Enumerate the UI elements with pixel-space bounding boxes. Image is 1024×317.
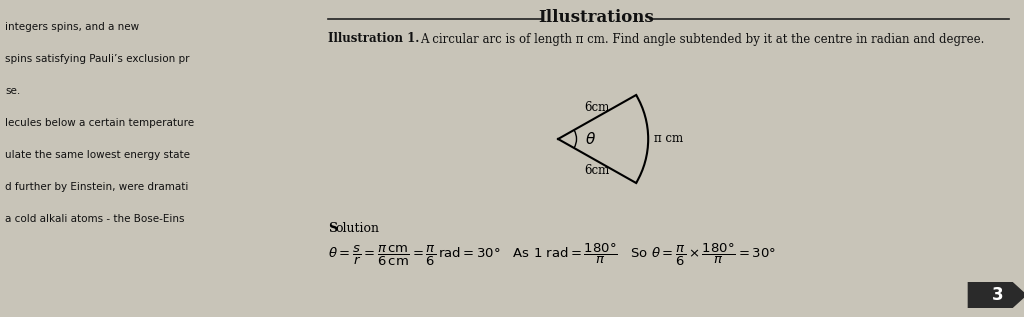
Text: 6cm: 6cm bbox=[584, 165, 609, 178]
Text: $\theta$: $\theta$ bbox=[585, 131, 596, 147]
Text: integers spins, and a new: integers spins, and a new bbox=[5, 22, 139, 32]
Text: spins satisfying Pauli’s exclusion pr: spins satisfying Pauli’s exclusion pr bbox=[5, 54, 189, 64]
Text: a cold alkali atoms - the Bose-Eins: a cold alkali atoms - the Bose-Eins bbox=[5, 214, 184, 224]
Text: Illustrations: Illustrations bbox=[538, 10, 654, 27]
Text: 3: 3 bbox=[991, 286, 1004, 304]
Text: olution: olution bbox=[336, 223, 380, 236]
Polygon shape bbox=[968, 282, 1024, 308]
Text: S: S bbox=[328, 223, 337, 236]
Text: se.: se. bbox=[5, 86, 20, 96]
Text: π cm: π cm bbox=[654, 133, 683, 146]
Text: ulate the same lowest energy state: ulate the same lowest energy state bbox=[5, 150, 190, 160]
Text: 6cm: 6cm bbox=[584, 100, 609, 113]
Text: A circular arc is of length π cm. Find angle subtended by it at the centre in ra: A circular arc is of length π cm. Find a… bbox=[420, 33, 984, 46]
Text: lecules below a certain temperature: lecules below a certain temperature bbox=[5, 118, 195, 128]
Text: Illustration 1.: Illustration 1. bbox=[328, 33, 419, 46]
Text: $\theta=\dfrac{s}{r}=\dfrac{\pi\,\mathrm{cm}}{6\,\mathrm{cm}}=\dfrac{\pi}{6}\,\m: $\theta=\dfrac{s}{r}=\dfrac{\pi\,\mathrm… bbox=[328, 242, 776, 268]
Text: d further by Einstein, were dramati: d further by Einstein, were dramati bbox=[5, 182, 188, 192]
